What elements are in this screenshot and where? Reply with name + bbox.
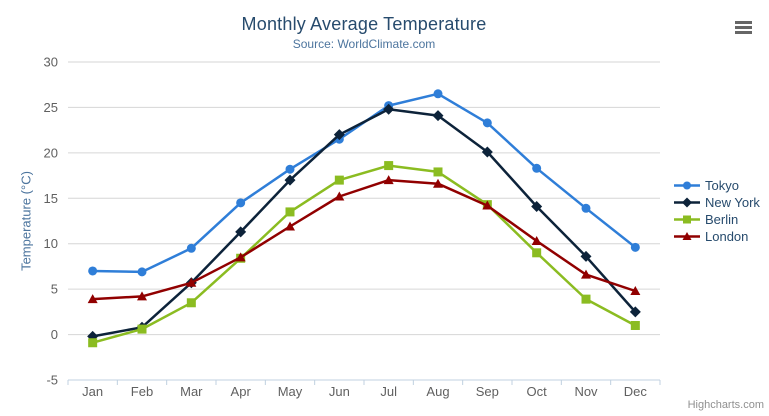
data-point-marker[interactable] bbox=[581, 294, 591, 304]
data-point-marker[interactable] bbox=[683, 181, 691, 190]
data-point-marker[interactable] bbox=[630, 320, 640, 330]
data-point-marker[interactable] bbox=[580, 250, 592, 262]
data-point-marker[interactable] bbox=[88, 338, 98, 348]
data-point-marker[interactable] bbox=[186, 243, 196, 253]
legend: Tokyo New York Berlin London bbox=[674, 177, 760, 245]
legend-label: Berlin bbox=[705, 212, 739, 227]
legend-label: Tokyo bbox=[705, 178, 739, 193]
data-point-marker[interactable] bbox=[481, 146, 493, 158]
x-tick-label: Jun bbox=[329, 384, 350, 399]
series-new-york bbox=[87, 103, 641, 342]
x-tick-label: Oct bbox=[527, 384, 548, 399]
data-point-marker[interactable] bbox=[235, 226, 247, 238]
series-london bbox=[87, 175, 641, 304]
x-tick-label: Sep bbox=[476, 384, 499, 399]
data-point-marker[interactable] bbox=[235, 252, 246, 262]
series-line[interactable] bbox=[91, 164, 637, 344]
y-tick-label: 0 bbox=[51, 327, 58, 342]
data-point-marker[interactable] bbox=[137, 324, 147, 334]
legend-item-berlin[interactable]: Berlin bbox=[674, 211, 760, 228]
data-point-marker[interactable] bbox=[532, 163, 542, 173]
circle-series-marker-icon bbox=[674, 181, 700, 190]
data-point-marker[interactable] bbox=[284, 174, 296, 186]
x-tick-label: Jul bbox=[380, 384, 397, 399]
data-point-marker[interactable] bbox=[384, 161, 394, 171]
data-point-marker[interactable] bbox=[383, 103, 395, 115]
legend-label: London bbox=[705, 229, 749, 244]
triangle-series-marker-icon bbox=[674, 232, 700, 240]
data-point-marker[interactable] bbox=[682, 232, 692, 240]
chart-title: Monthly Average Temperature bbox=[241, 14, 487, 34]
data-point-marker[interactable] bbox=[531, 235, 542, 245]
data-point-marker[interactable] bbox=[137, 291, 147, 301]
x-tick-label: Nov bbox=[574, 384, 598, 399]
square-series-marker-icon bbox=[674, 215, 700, 224]
legend-item-tokyo[interactable]: Tokyo bbox=[674, 177, 760, 194]
data-point-marker[interactable] bbox=[236, 198, 246, 208]
data-point-marker[interactable] bbox=[433, 89, 443, 99]
data-point-marker[interactable] bbox=[682, 197, 692, 208]
data-point-marker[interactable] bbox=[432, 110, 444, 122]
x-tick-label: Aug bbox=[426, 384, 449, 399]
diamond-series-marker-icon bbox=[674, 197, 700, 208]
data-point-marker[interactable] bbox=[137, 267, 147, 277]
x-tick-label: Feb bbox=[131, 384, 153, 399]
data-point-marker[interactable] bbox=[581, 203, 591, 213]
data-point-marker[interactable] bbox=[683, 215, 691, 224]
y-tick-label: 25 bbox=[44, 100, 58, 115]
hamburger-menu-icon bbox=[735, 21, 752, 24]
y-axis-title: Temperature (°C) bbox=[18, 171, 34, 271]
data-point-marker[interactable] bbox=[581, 269, 591, 279]
data-point-marker[interactable] bbox=[629, 306, 641, 318]
data-point-marker[interactable] bbox=[532, 248, 542, 258]
x-tick-label: Mar bbox=[180, 384, 203, 399]
y-tick-label: 20 bbox=[44, 145, 58, 160]
data-point-marker[interactable] bbox=[186, 277, 197, 287]
hamburger-menu-icon bbox=[735, 26, 752, 29]
hamburger-menu-icon bbox=[735, 31, 752, 34]
data-point-marker[interactable] bbox=[531, 200, 543, 212]
legend-label: New York bbox=[705, 195, 760, 210]
data-point-marker[interactable] bbox=[186, 298, 196, 308]
data-point-marker[interactable] bbox=[482, 118, 492, 128]
data-point-marker[interactable] bbox=[88, 266, 98, 276]
data-point-marker[interactable] bbox=[285, 221, 295, 231]
series-tokyo bbox=[88, 89, 640, 277]
credits-link[interactable]: Highcharts.com bbox=[687, 399, 764, 411]
data-point-marker[interactable] bbox=[433, 167, 443, 177]
series-line[interactable] bbox=[91, 92, 637, 274]
y-tick-label: 30 bbox=[44, 55, 58, 70]
x-tick-label: Dec bbox=[624, 384, 648, 399]
y-tick-label: 10 bbox=[44, 236, 58, 251]
data-point-marker[interactable] bbox=[285, 207, 295, 217]
series-line[interactable] bbox=[91, 107, 637, 338]
y-tick-label: 15 bbox=[44, 191, 58, 206]
data-point-marker[interactable] bbox=[334, 191, 345, 201]
series-line[interactable] bbox=[91, 178, 637, 301]
x-tick-label: May bbox=[278, 384, 303, 399]
data-point-marker[interactable] bbox=[482, 200, 493, 210]
y-tick-label: 5 bbox=[51, 282, 58, 297]
data-point-marker[interactable] bbox=[333, 129, 345, 141]
data-point-marker[interactable] bbox=[630, 242, 640, 252]
data-point-marker[interactable] bbox=[383, 175, 394, 185]
x-tick-label: Apr bbox=[231, 384, 252, 399]
x-tick-label: Jan bbox=[82, 384, 103, 399]
chart-subtitle: Source: WorldClimate.com bbox=[292, 37, 436, 51]
y-tick-label: -5 bbox=[46, 373, 58, 388]
data-point-marker[interactable] bbox=[87, 294, 98, 304]
data-point-marker[interactable] bbox=[630, 285, 641, 295]
data-point-marker[interactable] bbox=[433, 178, 443, 188]
data-point-marker[interactable] bbox=[285, 164, 295, 174]
legend-item-new-york[interactable]: New York bbox=[674, 194, 760, 211]
export-menu-button[interactable] bbox=[735, 21, 752, 34]
series-berlin bbox=[88, 161, 640, 348]
legend-item-london[interactable]: London bbox=[674, 228, 760, 245]
data-point-marker[interactable] bbox=[334, 175, 344, 185]
